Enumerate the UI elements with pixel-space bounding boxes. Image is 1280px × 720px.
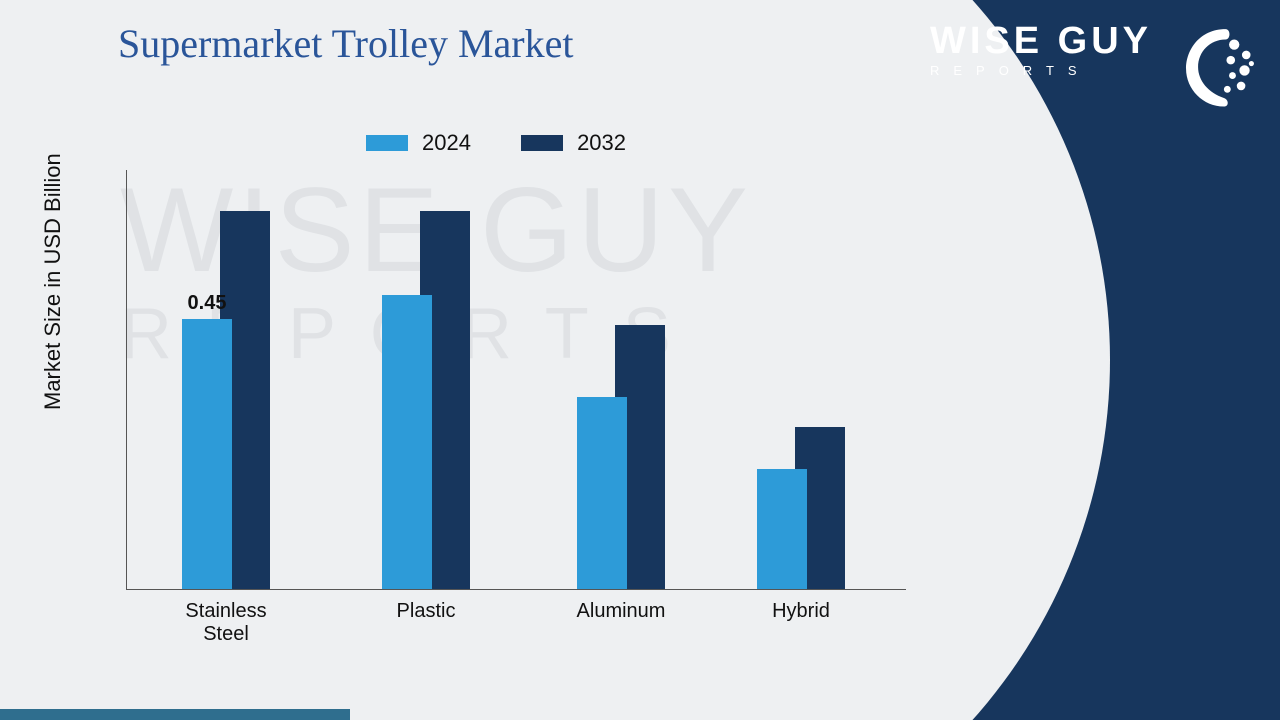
x-label: Plastic	[351, 600, 501, 623]
bar-chart: 2024 2032 Market Size in USD Billion 0.4…	[86, 160, 906, 660]
footer-accent-bar	[0, 709, 350, 720]
bar-2024	[182, 319, 232, 589]
brand-line2: REPORTS	[930, 64, 1152, 77]
bar-value-label: 0.45	[177, 292, 237, 315]
brand-logo: WISE GUY REPORTS	[930, 22, 1152, 77]
bar-2024	[577, 397, 627, 589]
legend: 2024 2032	[86, 130, 906, 157]
legend-swatch-2024	[366, 135, 408, 151]
bar-2024	[382, 295, 432, 589]
legend-label-2024: 2024	[422, 130, 471, 156]
brand-line1: WISE GUY	[930, 22, 1152, 60]
bar-2024	[757, 469, 807, 589]
legend-swatch-2032	[521, 135, 563, 151]
legend-label-2032: 2032	[577, 130, 626, 156]
legend-item-2024: 2024	[366, 130, 471, 156]
canvas: WISE GUY REPORTS WISE GUY REPORTS Superm…	[0, 0, 1280, 720]
chart-title: Supermarket Trolley Market	[118, 20, 574, 67]
legend-item-2032: 2032	[521, 130, 626, 156]
x-label: Hybrid	[726, 600, 876, 623]
plot-area: 0.45	[126, 170, 906, 590]
x-label: Aluminum	[546, 600, 696, 623]
brand-head-icon	[1174, 24, 1260, 110]
x-label: StainlessSteel	[151, 600, 301, 646]
x-axis-labels: StainlessSteel Plastic Aluminum Hybrid	[126, 600, 906, 650]
y-axis-label: Market Size in USD Billion	[40, 153, 66, 410]
